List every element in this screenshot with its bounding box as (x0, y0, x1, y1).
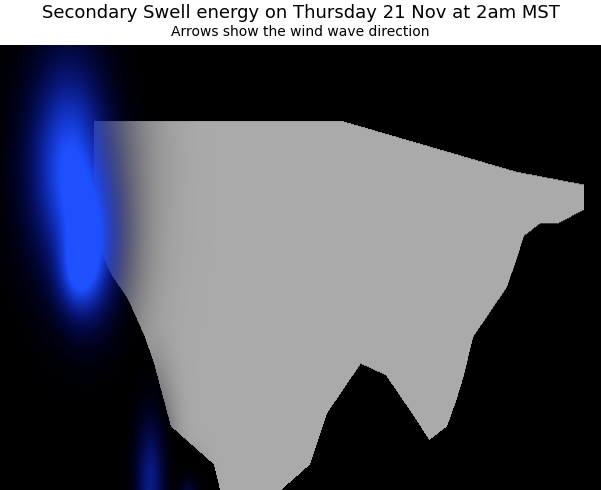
Text: Arrows show the wind wave direction: Arrows show the wind wave direction (171, 25, 430, 40)
Text: Secondary Swell energy on Thursday 21 Nov at 2am MST: Secondary Swell energy on Thursday 21 No… (41, 3, 560, 22)
